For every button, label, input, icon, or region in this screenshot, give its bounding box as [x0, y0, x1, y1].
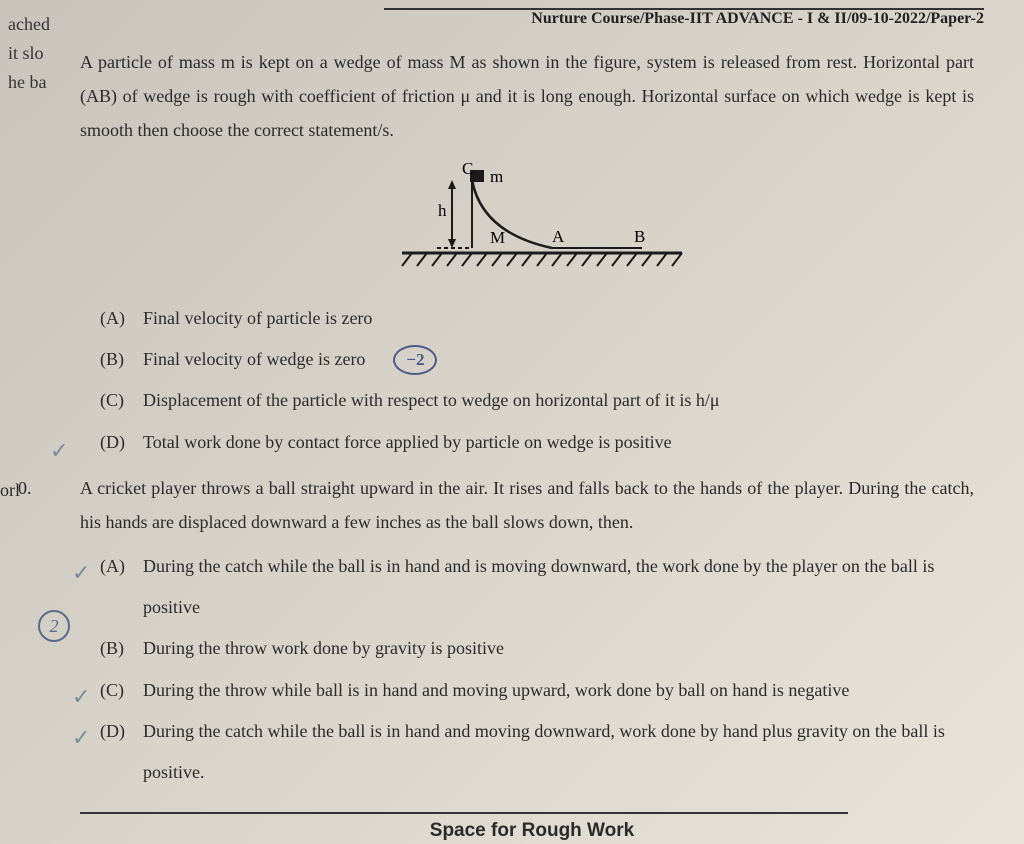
question-10: orl 0. A cricket player throws a ball st… — [80, 471, 984, 794]
q10-optA-label: (A) — [100, 546, 135, 587]
q9-optC: Displacement of the particle with respec… — [143, 380, 719, 421]
page-edge-cut-text: ached it slo he ba — [0, 10, 50, 96]
q10-optB-label: (B) — [100, 628, 135, 669]
q10-optC: During the throw while ball is in hand a… — [143, 670, 849, 711]
q9-optA-label: (A) — [100, 298, 135, 339]
edge-line-1: ached — [0, 10, 50, 39]
q10-optD-label: (D) — [100, 711, 135, 752]
margin-circle-value: 2 — [50, 606, 59, 647]
handwritten-mark: −2 — [393, 345, 437, 375]
q10-optB: During the throw work done by gravity is… — [143, 628, 504, 669]
ground-hatching — [402, 253, 682, 266]
label-C: C — [462, 159, 473, 178]
question-9-stem: A particle of mass m is kept on a wedge … — [80, 45, 984, 148]
pencil-check-d: ✓ — [50, 426, 68, 477]
q10-stem: A cricket player throws a ball straight … — [80, 471, 984, 539]
q10-optA: During the catch while the ball is in ha… — [143, 546, 984, 629]
edge-orl: orl — [0, 473, 20, 507]
arrow-up — [448, 180, 456, 189]
edge-line-3: he ba — [0, 68, 50, 97]
q9-optA: Final velocity of particle is zero — [143, 298, 372, 339]
wedge-curve — [472, 180, 552, 248]
q9-optB-label: (B) — [100, 339, 135, 380]
q9-optC-label: (C) — [100, 380, 135, 421]
label-B: B — [634, 227, 645, 246]
margin-circle-mark: 2 — [38, 610, 70, 642]
q9-options: (A) Final velocity of particle is zero (… — [100, 298, 984, 464]
pencil-check-a: ✓ — [72, 548, 90, 599]
label-h: h — [438, 201, 447, 220]
q9-optD-label: (D) — [100, 422, 135, 463]
q10-optD: During the catch while the ball is in ha… — [143, 711, 984, 794]
arrow-down — [448, 239, 456, 248]
q9-optB: Final velocity of wedge is zero — [143, 339, 365, 380]
q10-number: 0. — [18, 471, 32, 505]
q10-optC-label: (C) — [100, 670, 135, 711]
paper-header: Nurture Course/Phase-IIT ADVANCE - I & I… — [531, 10, 984, 28]
footer-rule — [80, 812, 848, 814]
wedge-diagram: C m h M A B — [80, 158, 984, 283]
label-M: M — [490, 228, 505, 247]
edge-line-2: it slo — [0, 39, 50, 68]
label-m: m — [490, 167, 503, 186]
q9-optD: Total work done by contact force applied… — [143, 422, 672, 463]
pencil-check-d2: ✓ — [72, 713, 90, 764]
rough-work-label: Space for Rough Work — [80, 820, 984, 842]
label-A: A — [552, 227, 565, 246]
